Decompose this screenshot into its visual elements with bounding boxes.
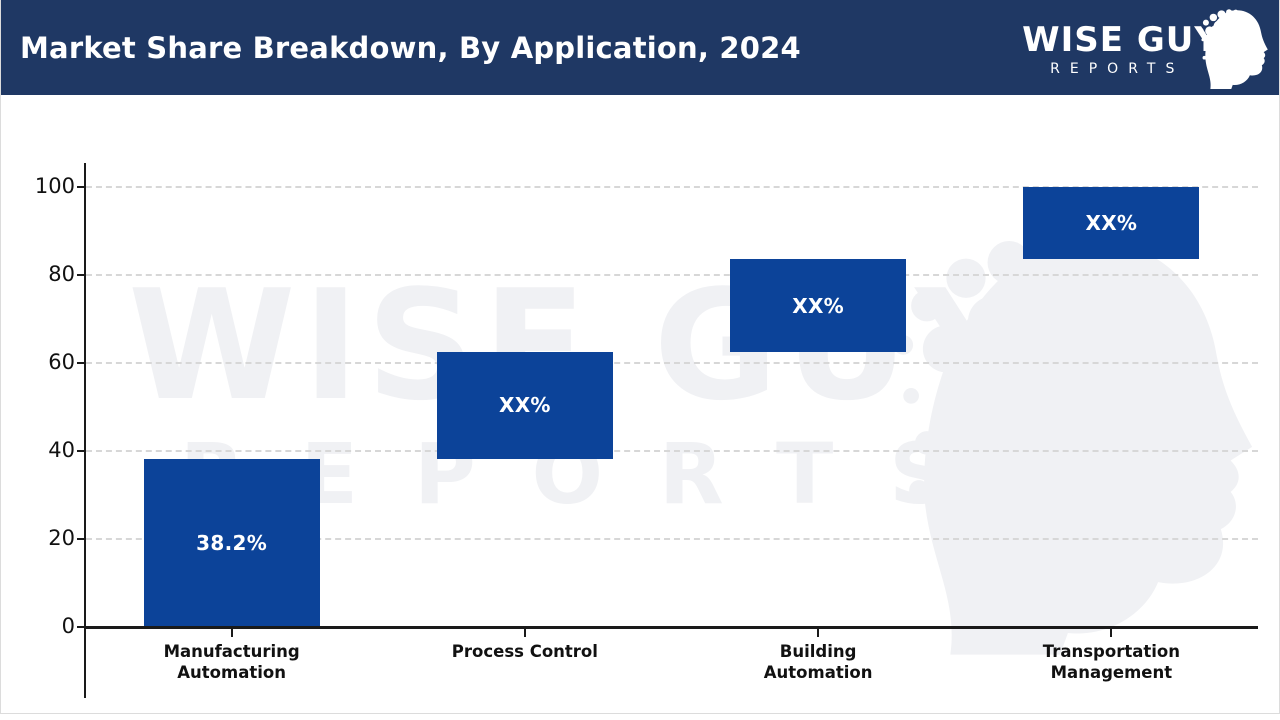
y-axis-line: [84, 163, 86, 698]
bar-value-label: 38.2%: [196, 530, 268, 555]
y-tick-label: 0: [61, 614, 75, 638]
x-axis-category-line: Building: [779, 642, 857, 661]
y-tick-label: 60: [48, 350, 75, 374]
x-axis-category-label: Transportation Management: [966, 641, 1256, 683]
logo-wordmark: WISE GUY: [1022, 19, 1220, 60]
x-tick: [817, 629, 820, 637]
x-axis-category-label: Process Control: [380, 641, 670, 662]
gridline: [86, 274, 1258, 276]
y-tick: [77, 626, 85, 628]
gridline: [86, 450, 1258, 452]
x-tick: [230, 629, 233, 637]
bar: XX%: [730, 259, 907, 352]
bar-value-label: XX%: [792, 293, 845, 318]
x-axis-category-line: Process Control: [451, 642, 598, 661]
wiseguy-dotted-head-icon: [1199, 9, 1268, 89]
x-tick: [1110, 629, 1113, 637]
bar-value-label: XX%: [498, 393, 551, 418]
header-band: Market Share Breakdown, By Application, …: [0, 0, 1280, 95]
x-axis-category-label: Manufacturing Automation: [87, 641, 377, 683]
gridline: [86, 362, 1258, 364]
x-axis-category-label: Building Automation: [673, 641, 963, 683]
y-tick-label: 80: [48, 262, 75, 286]
logo-text: WISE GUY REPORTS: [1022, 20, 1220, 77]
chart-area: WISE GUY REPORTS 0 20 40 60 80 100 38.2% Manufa…: [0, 95, 1280, 720]
gridline: [86, 186, 1258, 188]
x-axis-category-line: Manufacturing: [163, 642, 300, 661]
y-tick: [77, 186, 85, 188]
y-tick-label: 20: [48, 526, 75, 550]
y-tick-label: 100: [34, 174, 75, 198]
bar: XX%: [1023, 187, 1200, 260]
x-axis-category-line: Management: [1050, 663, 1173, 682]
watermark-dotted-head: [893, 235, 1253, 655]
x-axis-category-line: Automation: [763, 663, 873, 682]
gridline: [86, 538, 1258, 540]
x-axis-line: [84, 626, 1258, 629]
bar: 38.2%: [143, 458, 320, 627]
bar: XX%: [436, 352, 613, 459]
logo-subtitle: REPORTS: [1050, 60, 1185, 77]
bar-value-label: XX%: [1085, 211, 1138, 236]
y-tick: [77, 362, 85, 364]
x-tick: [523, 629, 526, 637]
y-tick-label: 40: [48, 438, 75, 462]
wiseguy-reports-logo: WISE GUY REPORTS: [1022, 7, 1270, 89]
y-tick: [77, 450, 85, 452]
page-title: Market Share Breakdown, By Application, …: [20, 30, 801, 65]
y-tick: [77, 274, 85, 276]
y-tick: [77, 538, 85, 540]
x-axis-category-line: Automation: [177, 663, 286, 682]
x-axis-category-line: Transportation: [1042, 642, 1180, 661]
